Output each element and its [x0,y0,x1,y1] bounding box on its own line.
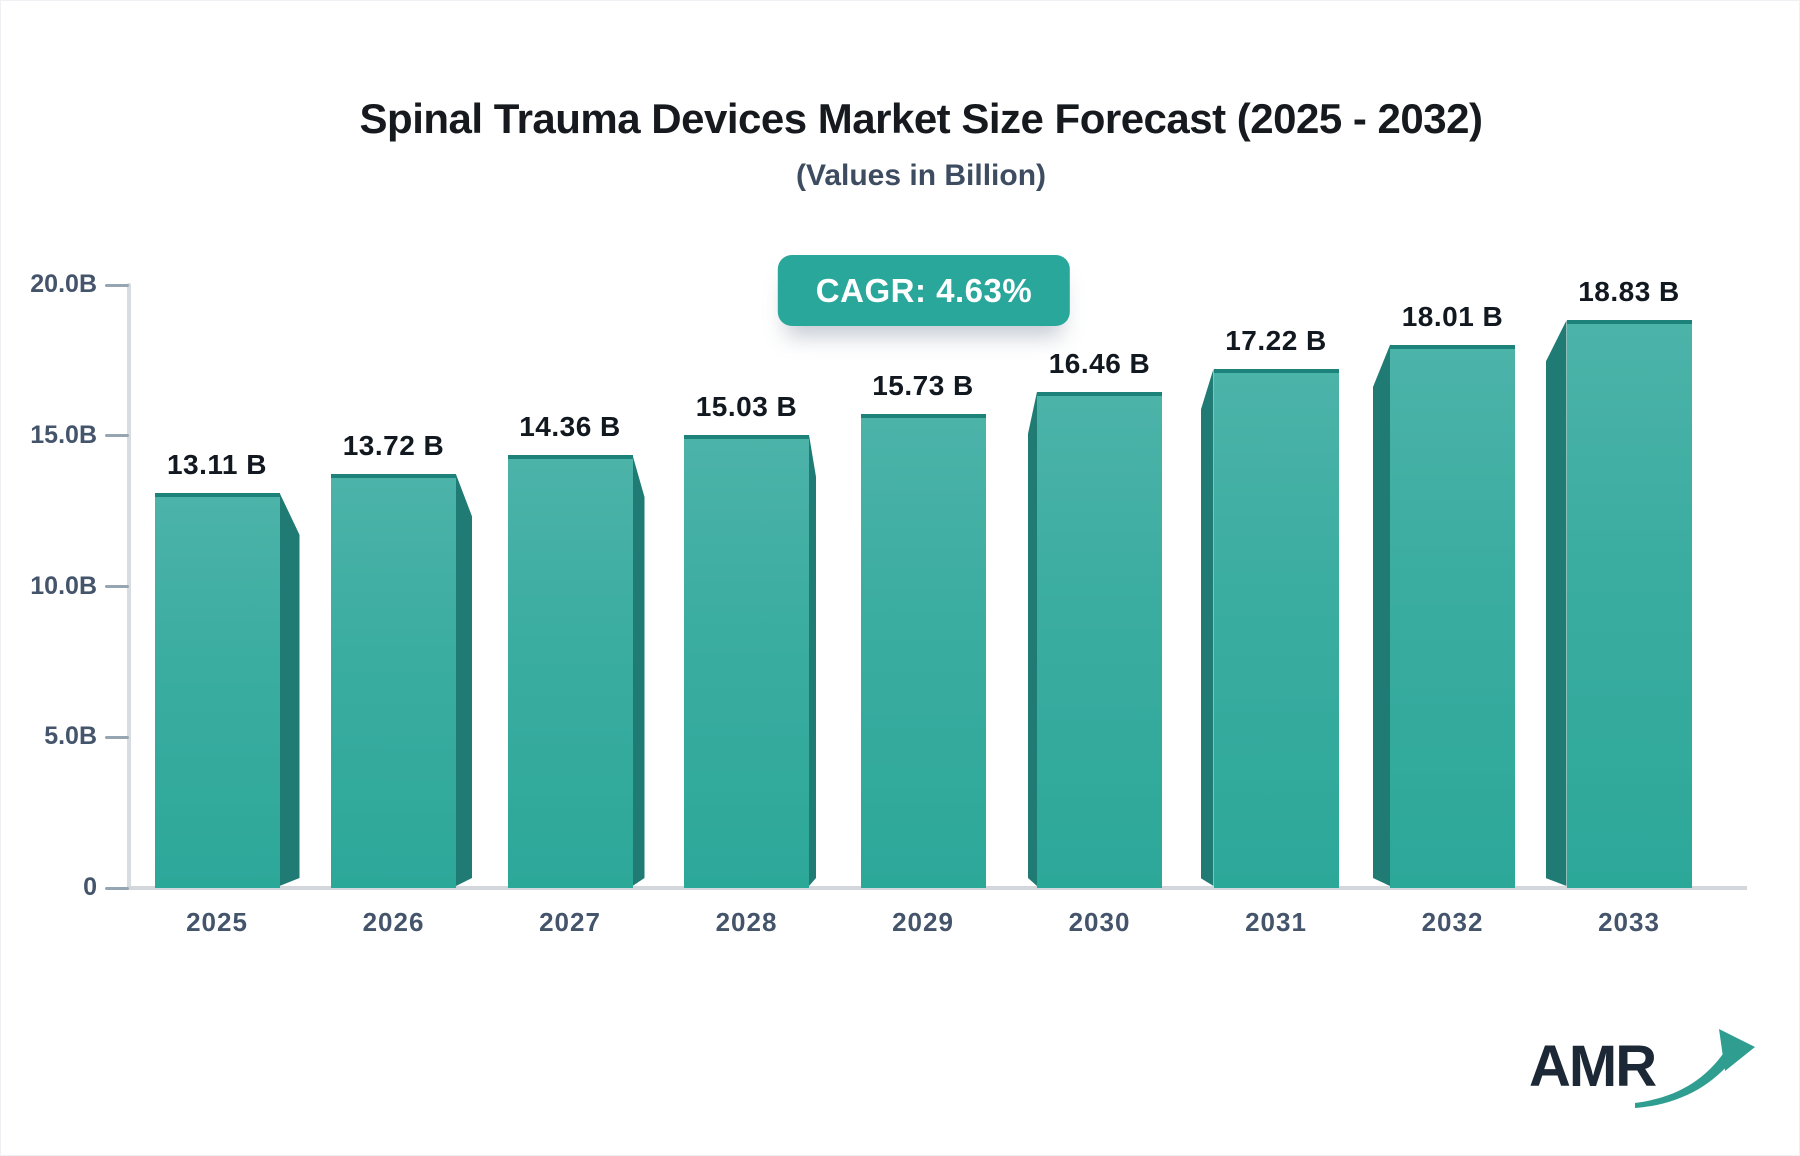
bar-3d-side [809,435,816,886]
bar-3d-side [1201,369,1214,886]
bar-value-label: 14.36 B [519,411,621,443]
chart-title: Spinal Trauma Devices Market Size Foreca… [359,95,1483,142]
cagr-badge-label: CAGR: 4.63% [815,271,1033,309]
bar [1566,320,1692,888]
bar [684,434,809,888]
bar-3d-side [633,455,645,886]
y-tick-mark [105,434,129,438]
bar [154,492,280,888]
x-axis-category-label: 2028 [715,907,778,937]
growth-arrow-icon [1635,1029,1755,1108]
y-tick-label: 15.0B [30,420,97,449]
x-axis-category-label: 2033 [1598,907,1660,937]
x-axis-category-label: 2029 [892,907,954,937]
x-axis-category-label: 2026 [362,907,425,937]
bar-value-label: 15.73 B [872,369,974,401]
bar [1390,344,1515,888]
bar [1037,391,1162,888]
bar-3d-side [280,493,300,886]
amr-logo-text: AMR [1529,1034,1657,1099]
bar-value-label: 13.11 B [166,448,268,480]
x-axis-category-label: 2031 [1245,907,1307,937]
bar-3d-side [456,474,472,886]
y-tick-label: 0 [83,873,97,901]
y-tick-mark [105,886,129,890]
chart-subtitle: (Values in Billion) [795,159,1047,192]
bar-3d-side [1028,392,1037,886]
x-axis-category-label: 2032 [1421,907,1484,937]
bar-value-label: 17.22 B [1225,324,1327,356]
y-axis-line [127,283,131,890]
bar [331,474,456,888]
y-tick-mark [105,735,129,739]
bar-value-label: 16.46 B [1048,347,1151,379]
bar-3d-side [1373,345,1390,886]
cagr-badge: CAGR: 4.63% [777,255,1071,326]
y-tick-label: 10.0B [30,571,97,600]
bar [507,455,633,888]
amr-logo: AMR [1529,1023,1755,1123]
y-tick-label: 20.0B [30,270,97,298]
bar-value-label: 18.83 B [1578,276,1680,308]
bar [860,413,986,888]
bar-3d-side [1546,320,1567,886]
y-tick-mark [105,283,129,287]
bar-value-label: 18.01 B [1401,300,1504,332]
x-axis-category-label: 2030 [1068,907,1131,937]
bar [1213,368,1339,888]
bar-value-label: 13.72 B [342,430,445,462]
y-tick-mark [105,585,129,588]
x-axis-category-label: 2027 [539,907,601,937]
x-axis-line [127,886,1747,890]
x-axis-category-label: 2025 [186,907,248,937]
y-tick-label: 5.0B [44,722,97,751]
bar-value-label: 15.03 B [695,390,798,422]
